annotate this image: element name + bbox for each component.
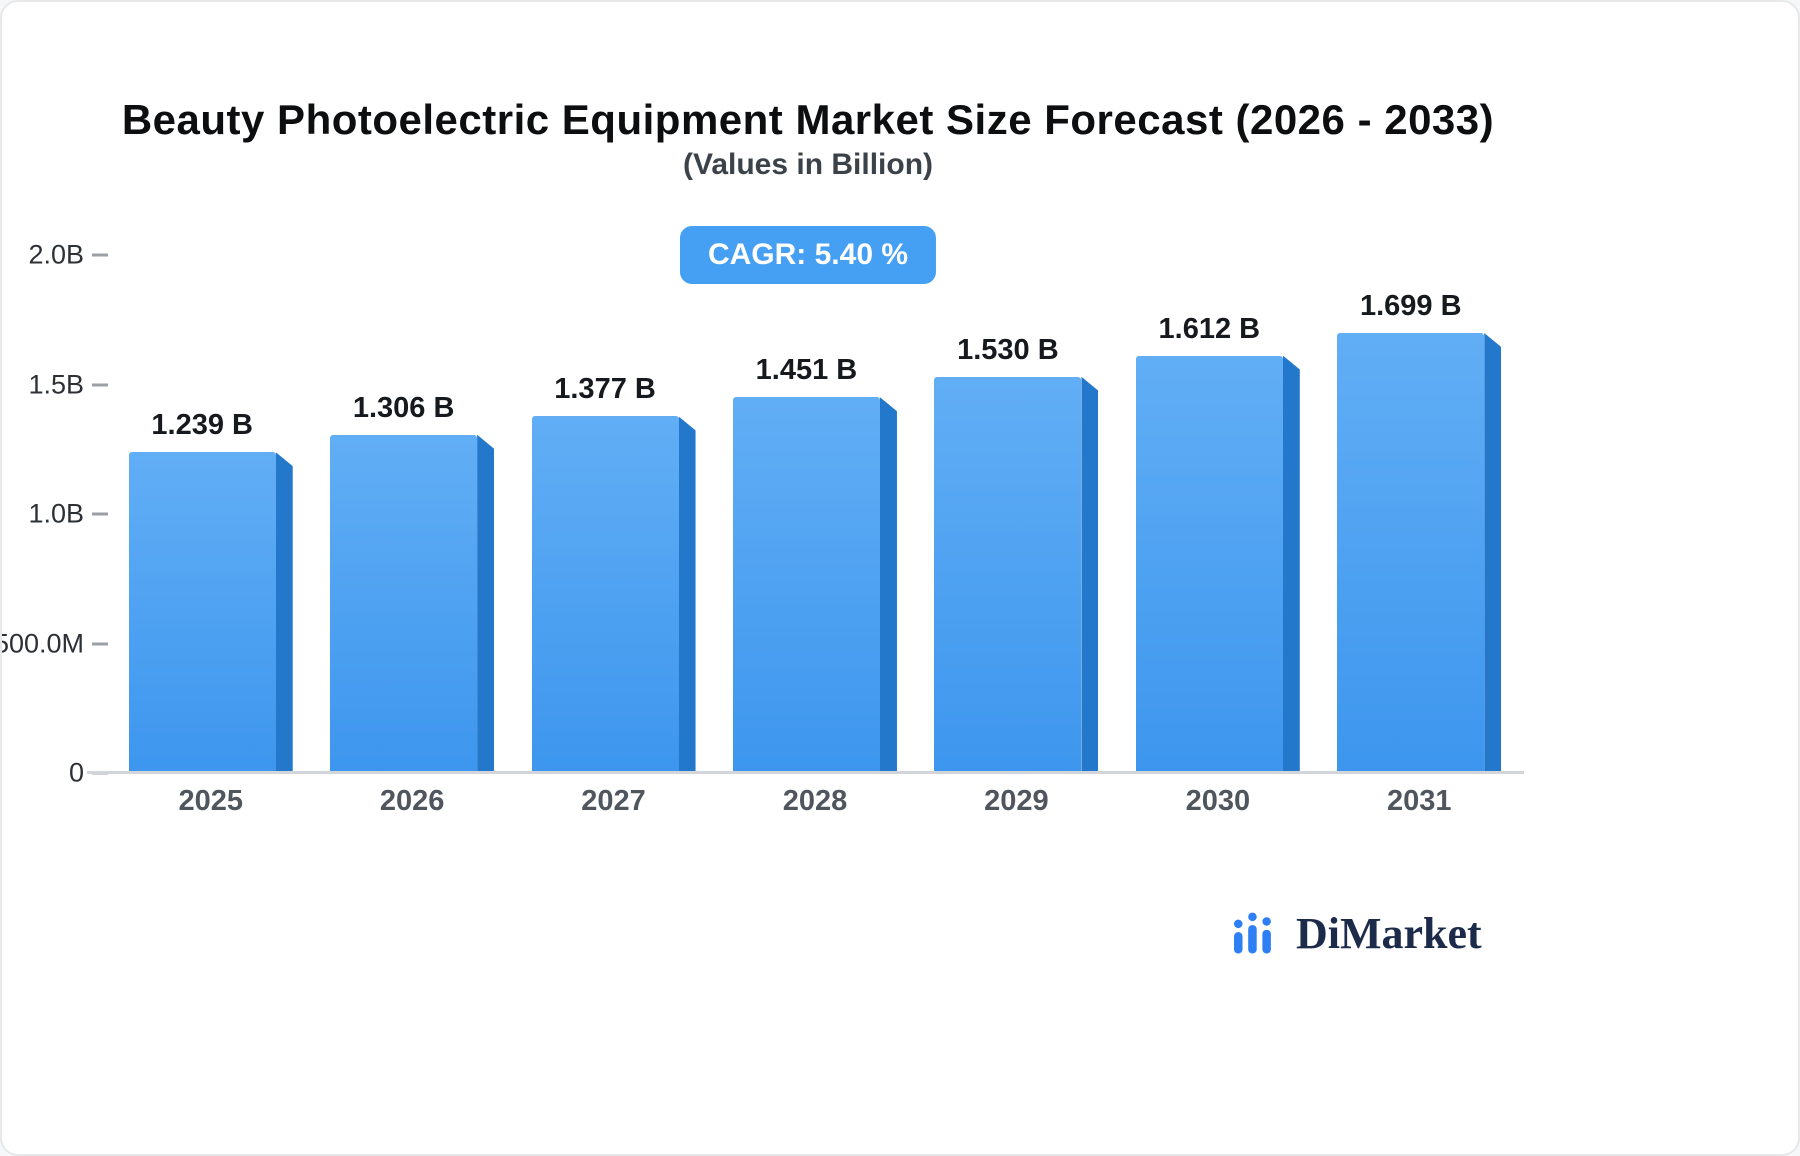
y-axis: 2.0B 1.5B 1.0B 500.0M 0 [0, 240, 108, 788]
brand-logo: DiMarket [1230, 905, 1482, 962]
y-tick-label: 0 [68, 757, 84, 788]
bar-group: 1.612 B [1117, 255, 1318, 773]
bar-side-face [1081, 376, 1099, 773]
x-axis-label: 2028 [782, 785, 848, 817]
bar-side-face [879, 397, 897, 773]
bar-group: 1.699 B [1319, 255, 1520, 773]
brand-name: DiMarket [1296, 909, 1482, 958]
bar: 1.451 B [732, 354, 897, 773]
bar-chart-logo-icon [1230, 905, 1282, 962]
bar-front-face [1337, 332, 1485, 773]
bar-group: 1.306 B [311, 255, 512, 773]
y-tick: 2.0B [28, 240, 108, 271]
bar: 1.699 B [1337, 290, 1502, 773]
x-axis-baseline [87, 771, 1524, 774]
bar-value-label: 1.377 B [554, 373, 656, 406]
x-axis-label: 2025 [178, 785, 243, 817]
bar-value-label: 1.530 B [957, 333, 1059, 366]
y-tick-mark [92, 512, 108, 516]
bar-front-face [1135, 355, 1283, 773]
bars: 1.239 B 1.306 B 1.377 B 1.451 B 1.530 B 1.612… [110, 255, 1520, 773]
bar-group: 1.239 B [110, 255, 311, 773]
bar-value-label: 1.306 B [352, 391, 455, 424]
bar-front-face [934, 376, 1082, 773]
y-tick-label: 1.5B [28, 369, 84, 399]
x-axis-label: 2029 [984, 785, 1049, 817]
bar-side-face [1282, 355, 1300, 773]
bar-side-face [477, 434, 495, 773]
x-axis-label: 2026 [379, 785, 445, 817]
bar-front-face [330, 434, 478, 773]
bar-value-label: 1.699 B [1359, 289, 1462, 322]
y-tick-mark [92, 383, 108, 386]
bar-front-face [732, 397, 880, 773]
bar: 1.377 B [531, 373, 696, 773]
bar-group: 1.377 B [513, 255, 714, 773]
bar-group: 1.451 B [714, 255, 915, 773]
x-axis-label: 2031 [1386, 785, 1452, 817]
bar-front-face [531, 416, 679, 773]
bar-front-face [128, 452, 276, 773]
bar-side-face [678, 416, 696, 773]
y-tick: 500.0M [0, 628, 108, 659]
bar-value-label: 1.239 B [151, 409, 253, 442]
bar-side-face [1484, 332, 1502, 773]
bar-side-face [275, 452, 293, 773]
y-tick-label: 2.0B [28, 239, 84, 270]
chart-subtitle: (Values in Billion) [682, 148, 934, 181]
y-tick-mark [92, 253, 108, 257]
cagr-badge: CAGR: 5.40 % [679, 226, 937, 284]
bar: 1.612 B [1135, 313, 1300, 773]
bar-value-label: 1.451 B [755, 354, 858, 387]
x-axis-label: 2030 [1185, 785, 1251, 817]
bar-value-label: 1.612 B [1158, 312, 1261, 345]
bar-group: 1.530 B [916, 255, 1117, 773]
y-tick-label: 500.0M [0, 628, 84, 658]
y-tick-mark [92, 642, 108, 645]
bar: 1.530 B [934, 334, 1099, 773]
chart-title: Beauty Photoelectric Equipment Market Si… [121, 96, 1495, 143]
y-tick-label: 1.0B [28, 498, 84, 529]
y-tick: 1.5B [28, 369, 108, 400]
x-axis-label: 2027 [581, 785, 646, 817]
x-labels: 2025 2026 2027 2028 2029 2030 2031 [110, 785, 1520, 818]
bar: 1.306 B [330, 392, 495, 773]
y-tick: 1.0B [28, 499, 108, 530]
bar: 1.239 B [128, 409, 293, 773]
